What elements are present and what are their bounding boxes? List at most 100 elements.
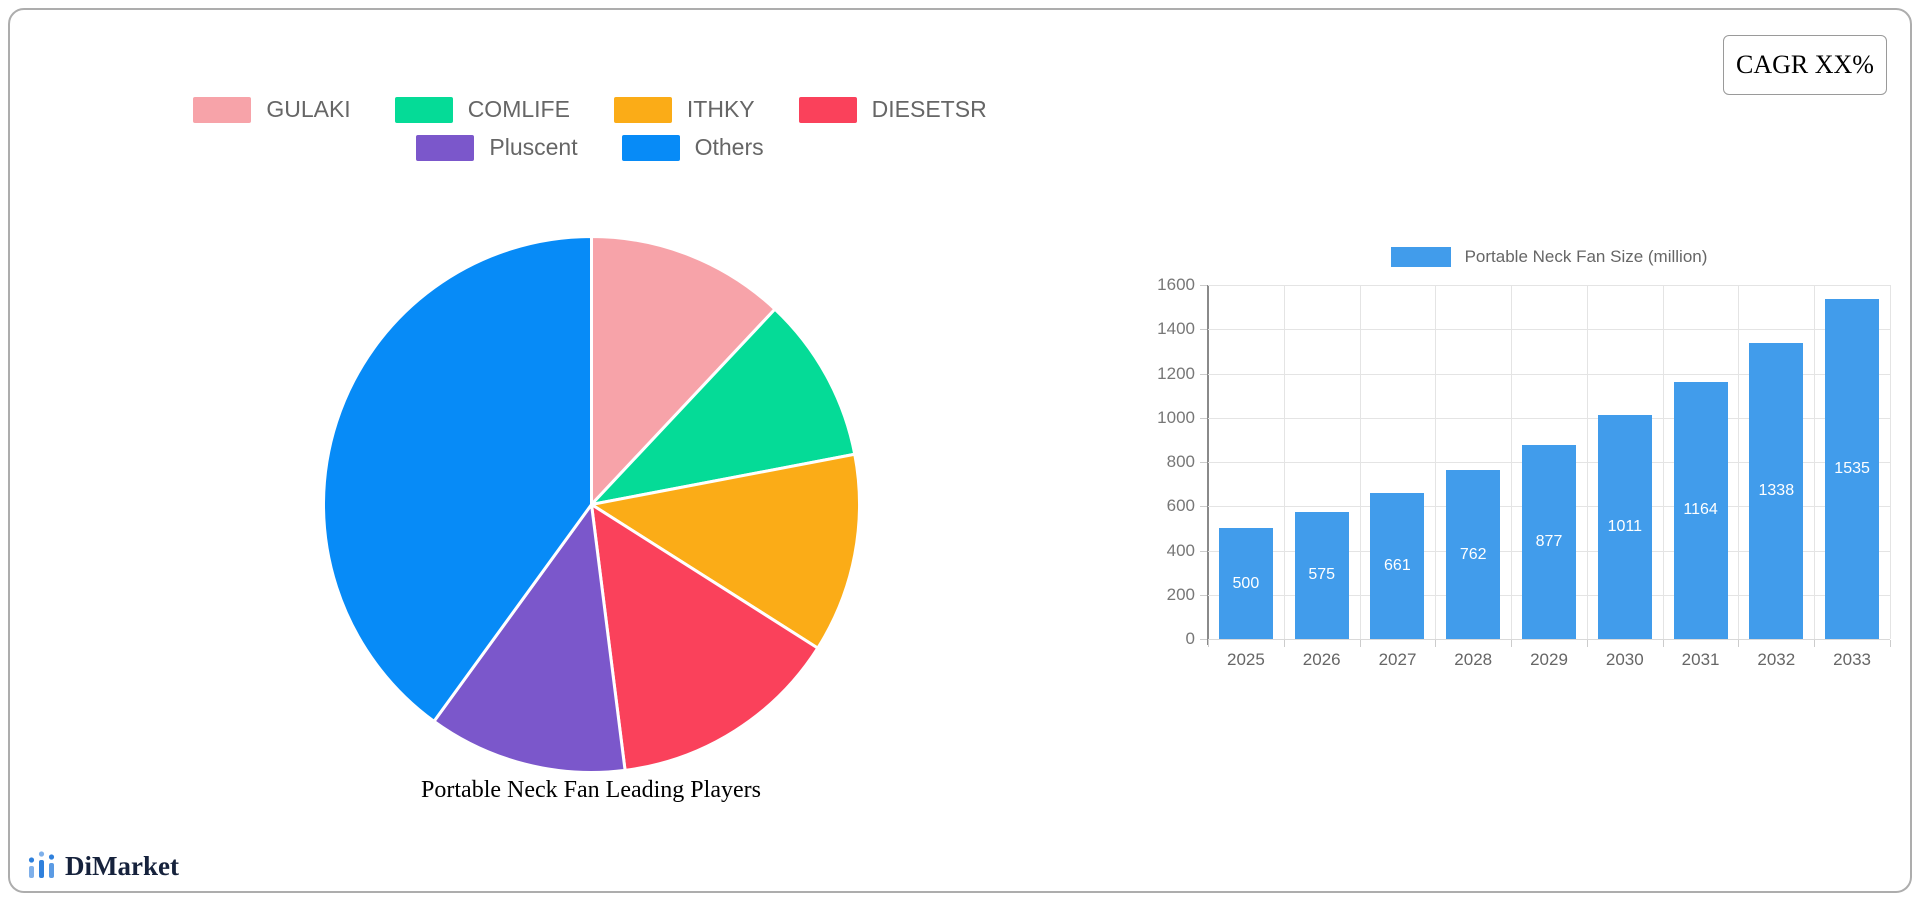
bar-value-label: 877 [1535,533,1563,550]
pie-slice-diesetsr[interactable] [590,503,820,772]
x-axis-tick [1738,640,1740,647]
legend-item-pluscent[interactable]: Pluscent [416,134,578,161]
bar-chart-plot-area: 500 575 661 762 877 1011 1164 1338 1535 [1208,285,1891,639]
bar-2031[interactable]: 1164 [1673,381,1728,639]
bar-value-label: 1011 [1607,518,1642,536]
bar-2026[interactable]: 575 [1294,511,1349,639]
y-axis-tick [1200,285,1207,286]
legend-item-comlife[interactable]: COMLIFE [394,96,570,123]
x-axis-tick-label: 2028 [1454,650,1493,669]
bar-value-label: 1338 [1758,482,1795,499]
bar-chart-legend[interactable]: Portable Neck Fan Size (million) [1208,247,1890,267]
bar-2029[interactable]: 877 [1522,445,1576,639]
legend-label: DIESETSR [871,96,987,122]
y-axis-tick-label: 1000 [1157,407,1195,427]
bar-2030[interactable]: 1011 [1597,415,1652,639]
y-axis-tick [1200,550,1207,552]
y-axis-tick-label: 600 [1166,496,1195,516]
x-axis-tick-label: 2031 [1681,650,1720,669]
bar-value-label: 575 [1308,566,1336,584]
legend-label: Pluscent [489,134,578,160]
cagr-badge: CAGR XX% [1723,35,1887,95]
bar-2032[interactable]: 1338 [1749,343,1804,639]
dimarket-logo-icon [28,851,55,878]
x-axis-tick [1283,640,1285,647]
x-axis-tick-label: 2025 [1226,650,1265,669]
legend-item-others[interactable]: Others [621,134,764,161]
x-axis-tick-label: 2029 [1530,650,1568,669]
y-axis-tick [1200,594,1207,596]
legend-swatch [416,134,475,161]
x-axis-tick [1662,640,1664,647]
legend-swatch [193,96,252,123]
x-axis-tick [1359,640,1361,647]
legend-item-diesetsr[interactable]: DIESETSR [798,96,987,123]
y-axis-tick-label: 200 [1166,584,1195,604]
y-axis-tick-label: 1200 [1157,363,1195,383]
legend-swatch [798,96,857,123]
x-axis-tick-label: 2032 [1757,650,1796,669]
legend-label: Others [694,134,764,160]
y-axis-tick-label: 800 [1166,452,1195,471]
bar-value-label: 500 [1232,574,1260,592]
pie-slice-pluscent[interactable] [432,503,627,774]
y-axis-tick-label: 0 [1185,629,1195,648]
y-axis-tick [1200,639,1207,640]
h-gridline [1208,417,1890,419]
legend-swatch [394,96,453,123]
v-gridline [1814,285,1816,639]
legend-item-ithky[interactable]: ITHKY [613,96,755,123]
v-gridline [1435,285,1437,639]
v-gridline [1359,285,1361,639]
y-axis-tick [1200,506,1207,508]
legend-swatch [621,134,680,161]
pie-slice-others[interactable] [322,235,593,723]
pie-legend-row: GULAKI COMLIFE ITHKY DIESETSR [0,96,1180,123]
y-axis-tick-label: 400 [1166,540,1195,560]
pie-chart [322,235,861,774]
x-axis-tick [1890,640,1891,647]
bar-value-label: 1535 [1834,460,1870,478]
pie-slice-gulaki[interactable] [590,235,777,506]
pie-legend: GULAKI COMLIFE ITHKY DIESETSR Pluscent Others [0,96,1180,161]
bar-2027[interactable]: 661 [1370,492,1425,639]
pie-slice-comlife[interactable] [590,307,857,506]
bar-2025[interactable]: 500 [1218,528,1273,639]
brand-logo: DiMarket [26,850,179,882]
x-axis-tick-label: 2033 [1833,650,1871,669]
v-gridline [1511,285,1513,639]
x-axis-tick [1435,640,1437,647]
y-axis-tick-label: 1400 [1157,319,1195,339]
x-axis-tick [1208,640,1209,647]
bar-2028[interactable]: 762 [1446,470,1501,639]
bar-value-label: 661 [1384,556,1411,574]
x-axis-tick [1814,640,1816,647]
v-gridline [1890,285,1891,639]
x-axis-tick [1586,640,1588,647]
bar-value-label: 762 [1459,545,1487,563]
bar-2033[interactable]: 1535 [1825,299,1880,639]
h-gridline [1208,373,1890,375]
legend-swatch [613,96,672,123]
v-gridline [1738,285,1740,639]
y-axis-tick [1200,329,1207,331]
x-axis-tick [1511,640,1513,647]
legend-item-gulaki[interactable]: GULAKI [193,96,351,123]
v-gridline [1662,285,1664,639]
pie-slice-ithky[interactable] [590,452,861,650]
pie-chart-title: Portable Neck Fan Leading Players [421,777,761,803]
v-gridline [1586,285,1588,639]
bar-legend-label: Portable Neck Fan Size (million) [1464,247,1708,266]
bar-chart-x-axis [1208,639,1890,640]
h-gridline [1208,329,1890,331]
h-gridline [1208,285,1890,286]
pie-legend-row: Pluscent Others [0,134,1180,161]
legend-label: COMLIFE [467,96,570,122]
y-axis-tick [1200,462,1207,463]
y-axis-tick-label: 1600 [1157,275,1195,294]
bar-chart-y-axis [1207,285,1209,645]
y-axis-tick [1200,417,1207,419]
bar-value-label: 1164 [1683,501,1718,519]
cagr-badge-label: CAGR XX% [1736,50,1874,79]
